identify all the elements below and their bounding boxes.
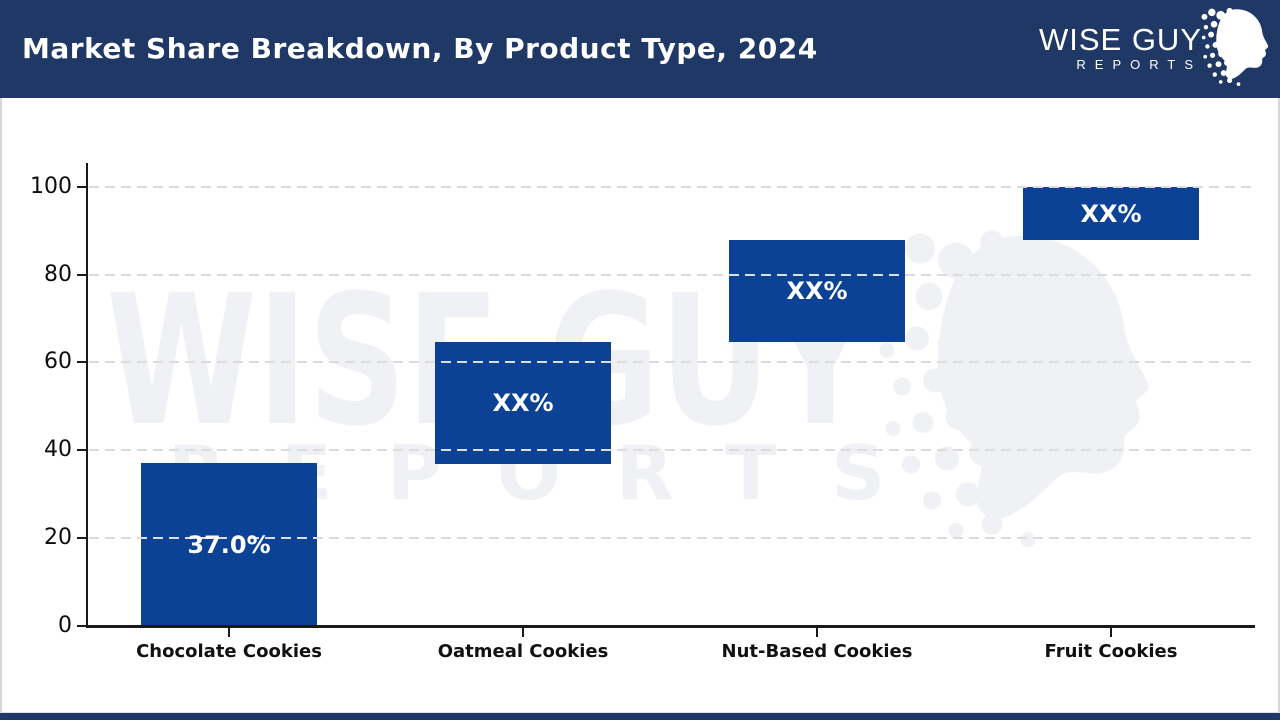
header-bar: Market Share Breakdown, By Product Type,… <box>0 0 1280 98</box>
gridline-80 <box>89 274 1253 276</box>
y-tick <box>77 625 86 627</box>
y-tick <box>77 449 86 451</box>
bar-value-label: XX% <box>1080 200 1142 228</box>
y-axis-spine <box>86 163 88 628</box>
x-axis-line <box>86 625 1255 628</box>
y-tick-label: 0 <box>58 613 72 638</box>
y-tick-label: 80 <box>44 262 72 287</box>
brand-subtitle: REPORTS <box>1076 57 1202 72</box>
footer-bar <box>0 713 1280 720</box>
x-tick <box>522 628 524 637</box>
y-tick-label: 100 <box>30 174 72 199</box>
y-tick <box>77 361 86 363</box>
gridline-40 <box>89 449 1253 451</box>
bar-value-label: 37.0% <box>187 531 271 559</box>
x-category-label: Oatmeal Cookies <box>437 641 609 662</box>
y-tick-label: 60 <box>44 349 72 374</box>
bar-value-label: XX% <box>786 277 848 305</box>
gridline-20 <box>89 537 1253 539</box>
page-title: Market Share Breakdown, By Product Type,… <box>22 32 818 65</box>
x-tick <box>816 628 818 637</box>
bar-value-label: XX% <box>492 389 554 417</box>
bar-fruit-cookies <box>1023 187 1199 240</box>
gridline-60 <box>89 361 1253 363</box>
gridline-100 <box>89 186 1253 188</box>
x-category-label: Chocolate Cookies <box>136 641 322 662</box>
brand-name: WISE GUY <box>1038 22 1202 57</box>
bar-nut-based-cookies <box>729 240 905 342</box>
brand-logo-text: WISE GUY REPORTS <box>1039 24 1202 73</box>
x-category-label: Fruit Cookies <box>1044 641 1178 662</box>
y-tick <box>77 274 86 276</box>
brand-face-icon <box>1201 7 1269 86</box>
y-tick-label: 40 <box>44 437 72 462</box>
bar-chocolate-cookies <box>141 463 317 626</box>
y-tick <box>77 186 86 188</box>
x-tick <box>228 628 230 637</box>
y-tick-label: 20 <box>44 525 72 550</box>
brand-logo: WISE GUY REPORTS <box>1024 0 1274 98</box>
x-category-label: Nut-Based Cookies <box>721 641 913 662</box>
x-tick <box>1110 628 1112 637</box>
y-tick <box>77 537 86 539</box>
